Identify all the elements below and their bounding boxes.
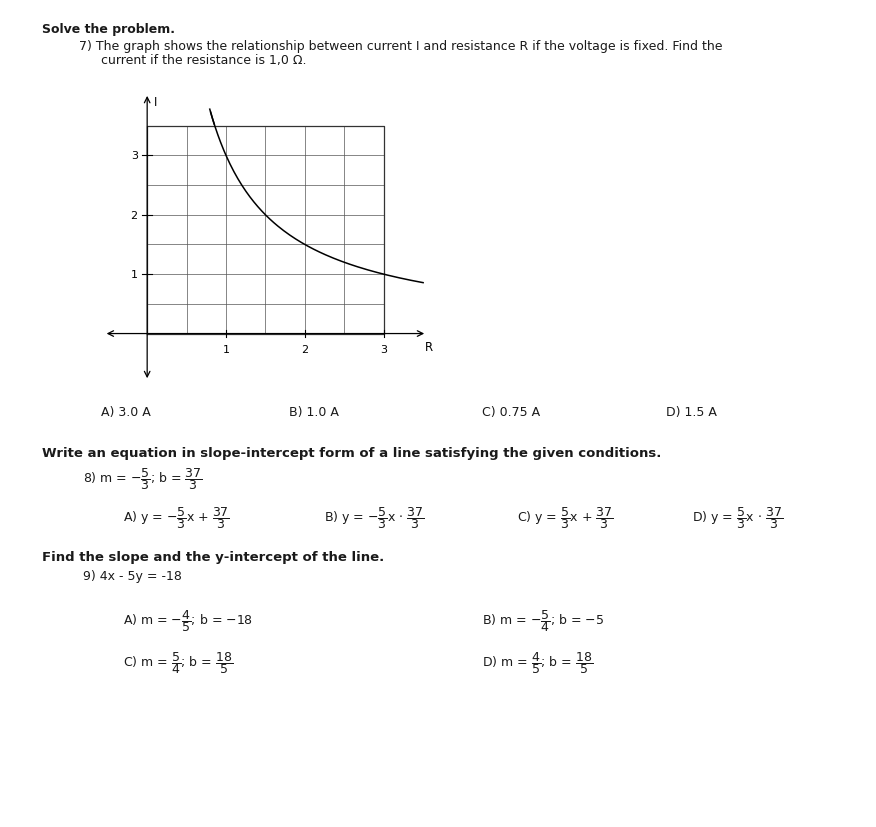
Text: R: R [425,341,433,354]
Text: B) 1.0 A: B) 1.0 A [289,405,339,418]
Text: D) m = $\dfrac{4}{5}$; b = $\dfrac{18}{5}$: D) m = $\dfrac{4}{5}$; b = $\dfrac{18}{5… [482,649,593,675]
Text: B) y = $-\dfrac{5}{3}$x $\cdot$ $\dfrac{37}{3}$: B) y = $-\dfrac{5}{3}$x $\cdot$ $\dfrac{… [324,504,425,530]
Text: A) y = $-\dfrac{5}{3}$x + $\dfrac{37}{3}$: A) y = $-\dfrac{5}{3}$x + $\dfrac{37}{3}… [123,504,230,530]
Text: A) m = $-\dfrac{4}{5}$; b = $-18$: A) m = $-\dfrac{4}{5}$; b = $-18$ [123,608,252,633]
Text: 1: 1 [223,345,230,355]
Text: Solve the problem.: Solve the problem. [42,23,175,36]
Text: current if the resistance is 1,0 Ω.: current if the resistance is 1,0 Ω. [101,54,307,67]
Text: 8) m = $-\dfrac{5}{3}$; b = $\dfrac{37}{3}$: 8) m = $-\dfrac{5}{3}$; b = $\dfrac{37}{… [83,466,203,491]
Text: D) y = $\dfrac{5}{3}$x $\cdot$ $\dfrac{37}{3}$: D) y = $\dfrac{5}{3}$x $\cdot$ $\dfrac{3… [692,504,783,530]
Text: D) 1.5 A: D) 1.5 A [666,405,717,418]
Text: 2: 2 [131,211,138,221]
Text: 7) The graph shows the relationship between current I and resistance R if the vo: 7) The graph shows the relationship betw… [79,40,723,53]
Text: Write an equation in slope-intercept form of a line satisfying the given conditi: Write an equation in slope-intercept for… [42,447,661,460]
Text: 1: 1 [131,270,138,280]
Text: 3: 3 [131,151,138,161]
Text: 2: 2 [301,345,308,355]
Text: C) m = $\dfrac{5}{4}$; b = $\dfrac{18}{5}$: C) m = $\dfrac{5}{4}$; b = $\dfrac{18}{5… [123,649,233,675]
Text: I: I [153,96,157,108]
Text: Find the slope and the y-intercept of the line.: Find the slope and the y-intercept of th… [42,550,385,563]
Text: C) y = $\dfrac{5}{3}$x + $\dfrac{37}{3}$: C) y = $\dfrac{5}{3}$x + $\dfrac{37}{3}$ [517,504,613,530]
Text: A) 3.0 A: A) 3.0 A [101,405,151,418]
Text: 9) 4x - 5y = -18: 9) 4x - 5y = -18 [83,569,182,582]
Text: 3: 3 [380,345,387,355]
Text: C) 0.75 A: C) 0.75 A [482,405,540,418]
Text: B) m = $-\dfrac{5}{4}$; b = $-5$: B) m = $-\dfrac{5}{4}$; b = $-5$ [482,608,604,633]
